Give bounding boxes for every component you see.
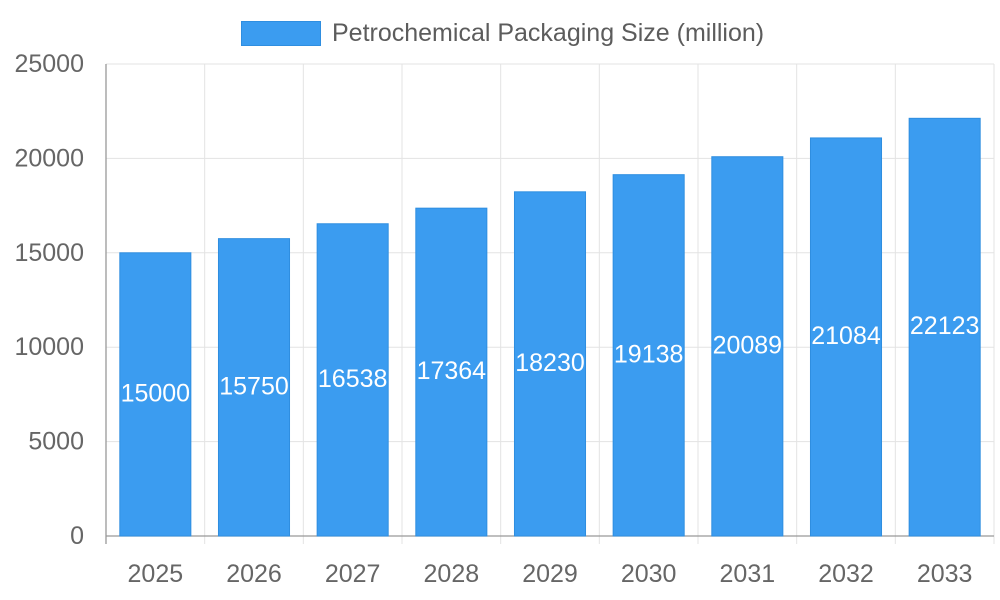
svg-text:15750: 15750: [219, 372, 289, 400]
svg-text:2030: 2030: [621, 560, 677, 588]
svg-text:2032: 2032: [818, 560, 874, 588]
svg-text:21084: 21084: [811, 322, 881, 350]
svg-text:19138: 19138: [614, 340, 684, 368]
svg-text:0: 0: [70, 522, 84, 550]
svg-text:22123: 22123: [910, 312, 980, 340]
svg-text:2028: 2028: [424, 560, 480, 588]
svg-text:2033: 2033: [917, 560, 973, 588]
svg-text:2025: 2025: [128, 560, 184, 588]
svg-text:10000: 10000: [14, 333, 84, 361]
svg-text:20000: 20000: [14, 144, 84, 172]
svg-text:20089: 20089: [713, 331, 783, 359]
svg-text:2029: 2029: [522, 560, 578, 588]
svg-text:16538: 16538: [318, 365, 388, 393]
svg-text:2027: 2027: [325, 560, 381, 588]
svg-text:2031: 2031: [720, 560, 776, 588]
svg-text:2026: 2026: [226, 560, 282, 588]
svg-text:15000: 15000: [14, 239, 84, 267]
svg-text:25000: 25000: [14, 50, 84, 78]
svg-text:5000: 5000: [28, 428, 84, 456]
svg-text:18230: 18230: [515, 349, 585, 377]
svg-text:17364: 17364: [417, 357, 487, 385]
svg-text:15000: 15000: [121, 379, 191, 407]
